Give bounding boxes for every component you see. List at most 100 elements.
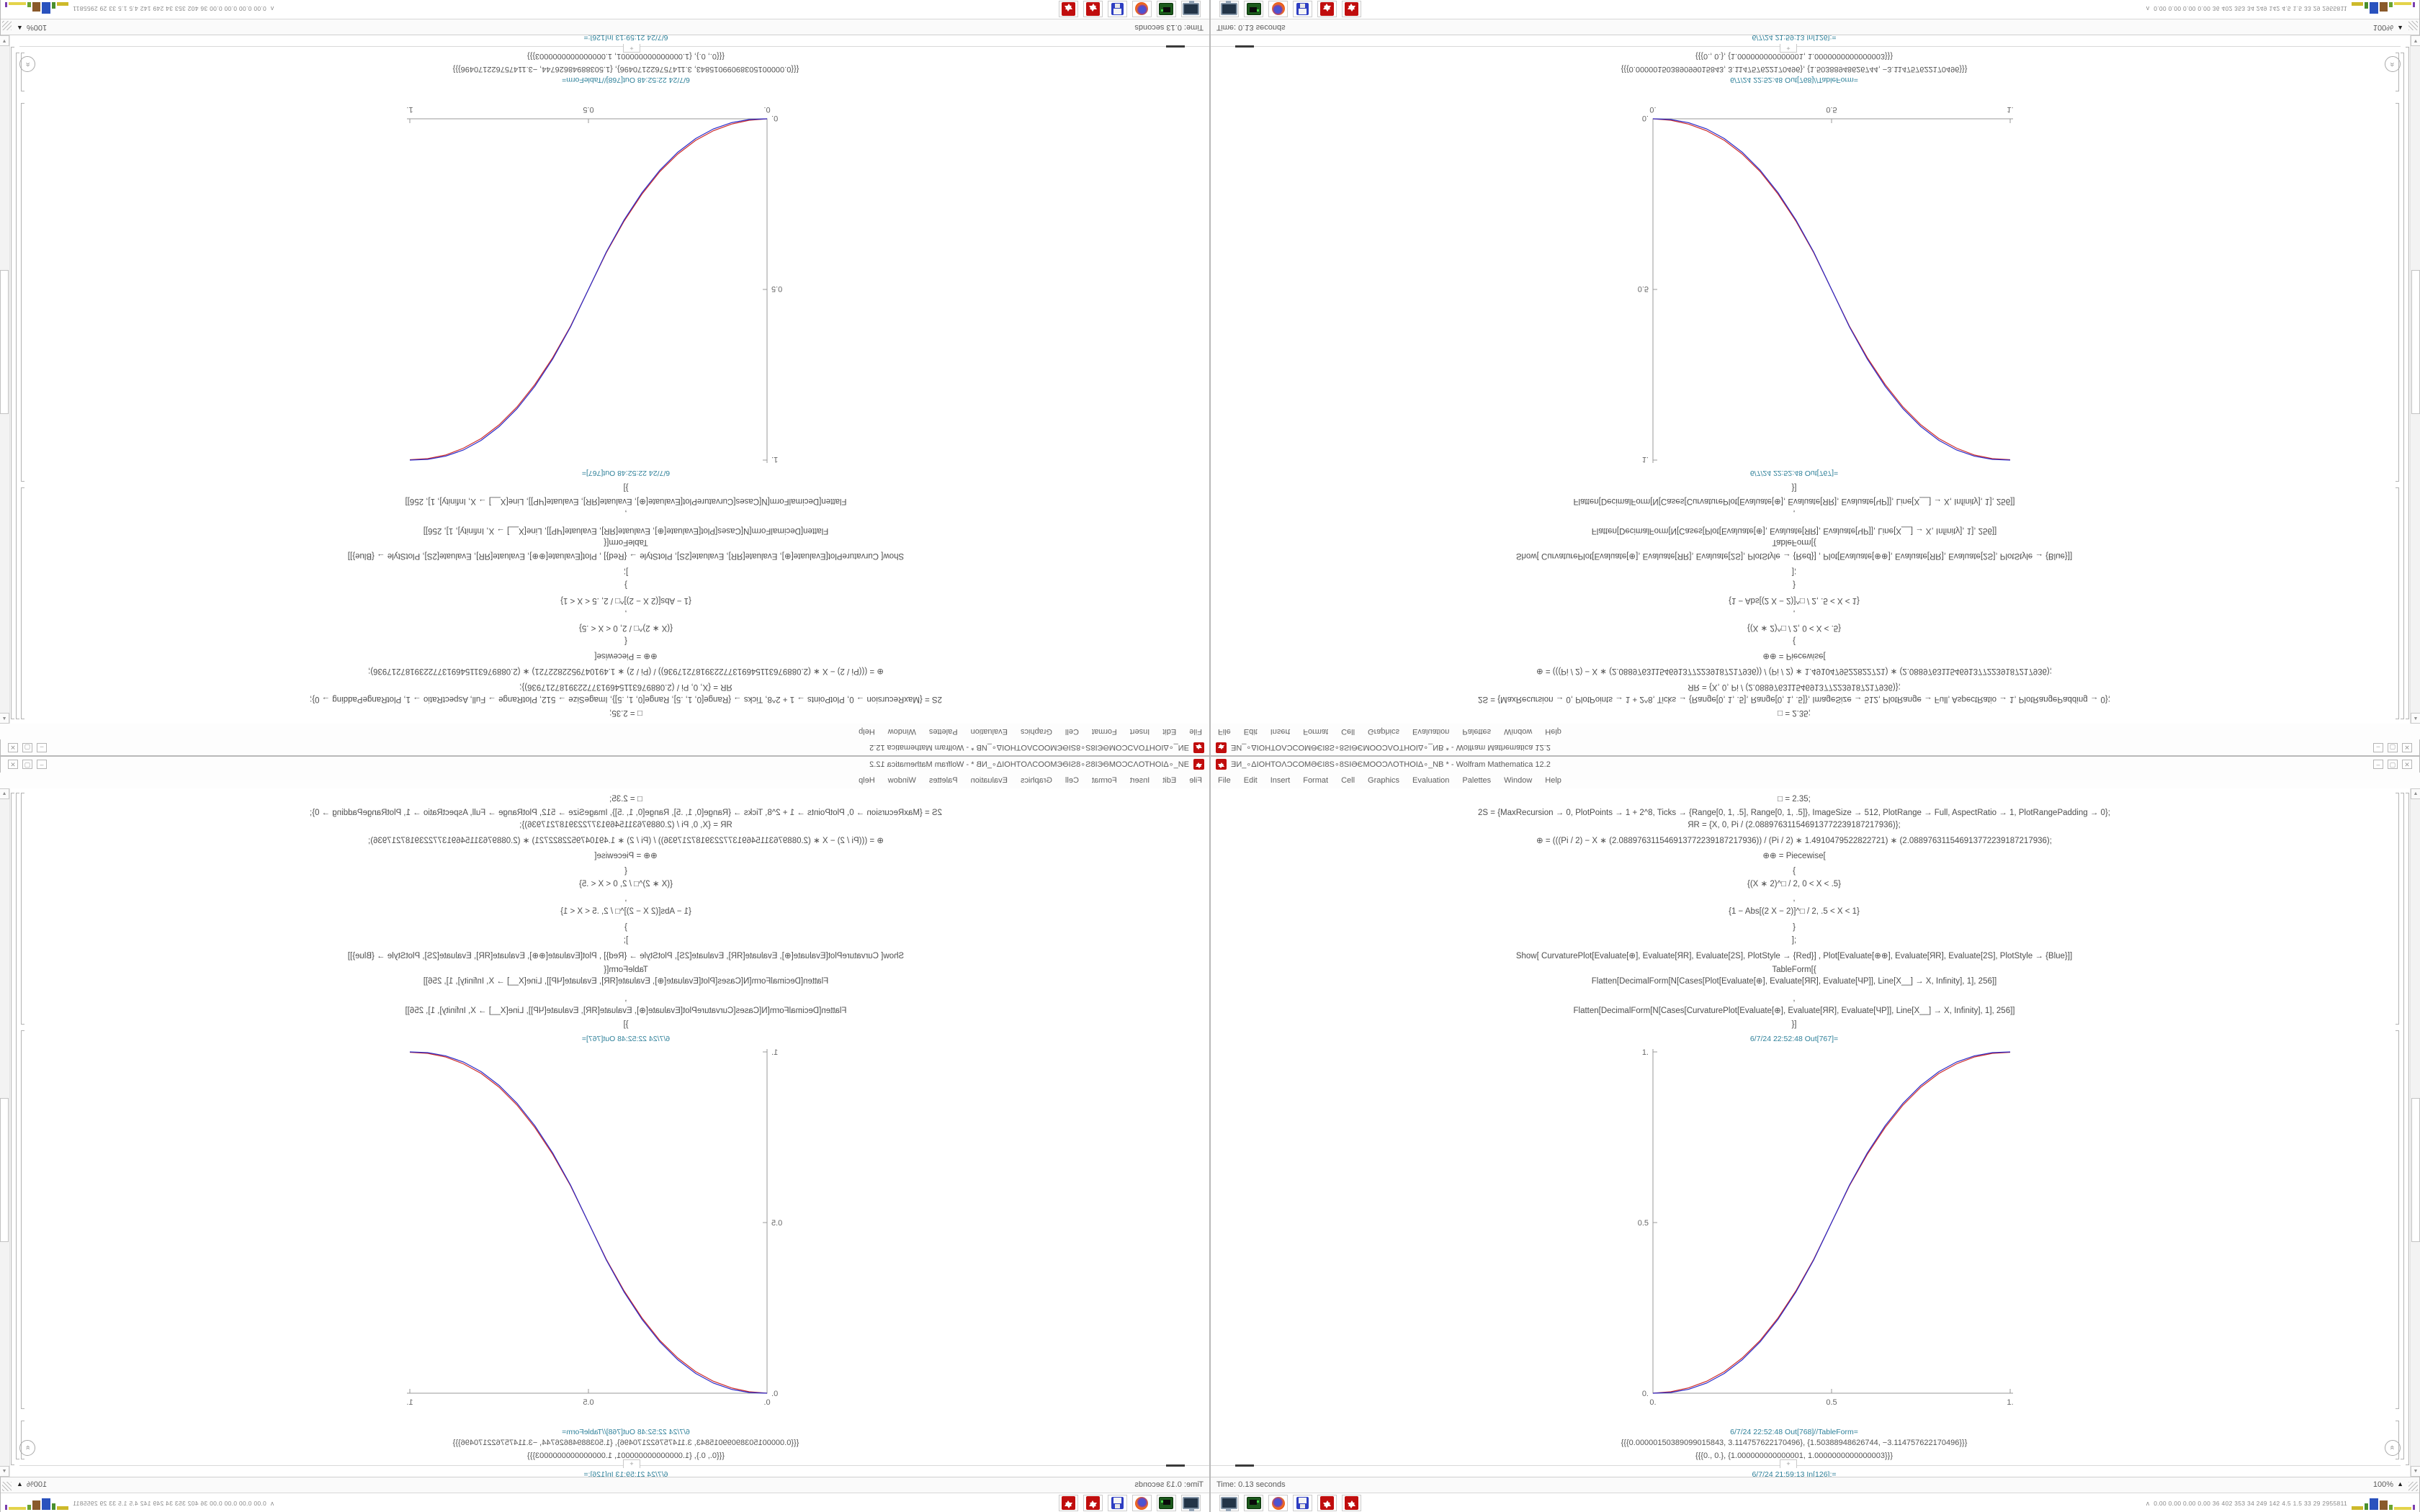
menu-evaluation[interactable]: Evaluation: [970, 727, 1008, 736]
code-line[interactable]: ];: [1791, 567, 1797, 576]
taskbar-browser-button[interactable]: [1268, 1, 1288, 17]
code-line[interactable]: ЯR = {X, 0, Pi / (2.08897631154691377223…: [519, 683, 732, 691]
code-line[interactable]: Show[ CurvaturePlot[Evaluate[⊕], Evaluat…: [347, 552, 905, 560]
menu-evaluation[interactable]: Evaluation: [1412, 776, 1450, 785]
close-button[interactable]: ✕: [8, 760, 18, 769]
cell-bracket-outer-group[interactable]: [2406, 793, 2409, 1465]
code-line[interactable]: ,: [624, 609, 627, 618]
zoom-dropdown-arrow-icon[interactable]: ▲: [17, 24, 23, 32]
code-line[interactable]: }: [1793, 923, 1796, 932]
code-line[interactable]: {: [1793, 636, 1796, 645]
maximize-button[interactable]: ▢: [2388, 760, 2398, 769]
code-line[interactable]: ,: [624, 994, 627, 1003]
code-line[interactable]: □ = 2.35;: [609, 795, 642, 804]
insert-cell-plus-icon[interactable]: +: [623, 1459, 640, 1468]
taskbar-display-app-button[interactable]: [1219, 1495, 1239, 1511]
code-line[interactable]: ⊕ = (((Pi / 2) − X ∗ (2.0889763115469137…: [1536, 837, 2052, 845]
taskbar-mathematica-button[interactable]: [1342, 1495, 1361, 1511]
code-line[interactable]: ⊕ = (((Pi / 2) − X ∗ (2.0889763115469137…: [1536, 667, 2052, 675]
code-line[interactable]: ЯR = {X, 0, Pi / (2.08897631154691377223…: [519, 821, 732, 829]
scroll-up-icon[interactable]: ▲: [0, 788, 9, 799]
taskbar-mathematica-button[interactable]: [1083, 1495, 1103, 1511]
cell-bracket-plot-output[interactable]: [21, 1030, 24, 1409]
code-line[interactable]: TableForm[{: [1772, 538, 1816, 546]
code-line[interactable]: □ = 2.35;: [1778, 708, 1811, 717]
code-line[interactable]: 2Ѕ = {MaxRecursion → 0, PlotPoints → 1 +…: [310, 695, 942, 703]
taskbar-save-app-button[interactable]: [1293, 1, 1312, 17]
code-line[interactable]: {1 − Abs[(2 X − 2)]^□ / 2, .5 < X < 1}: [1729, 907, 1860, 916]
cell-bracket-outer-group[interactable]: [11, 793, 14, 1465]
taskbar-browser-button[interactable]: [1132, 1, 1152, 17]
minimize-button[interactable]: –: [2373, 743, 2383, 752]
zoom-dropdown-arrow-icon[interactable]: ▲: [2397, 1480, 2403, 1488]
code-line[interactable]: {: [1793, 867, 1796, 876]
code-line[interactable]: ⊕⊕ = Piecewise[: [1762, 852, 1826, 860]
code-line[interactable]: ЯR = {X, 0, Pi / (2.08897631154691377223…: [1688, 683, 1901, 691]
tray-collapse-icon[interactable]: ᴧ: [270, 1500, 274, 1507]
scrollbar-thumb[interactable]: [2411, 1098, 2420, 1242]
notebook-area[interactable]: □ = 2.35; 2Ѕ = {MaxRecursion → 0, PlotPo…: [0, 33, 1209, 724]
menu-format[interactable]: Format: [1303, 776, 1329, 785]
code-line[interactable]: }: [1793, 580, 1796, 589]
taskbar-browser-button[interactable]: [1268, 1495, 1288, 1511]
taskbar-save-app-button[interactable]: [1293, 1495, 1312, 1511]
zoom-level[interactable]: 100%: [2372, 1480, 2393, 1489]
code-line[interactable]: ];: [623, 567, 629, 576]
menu-cell[interactable]: Cell: [1341, 727, 1355, 736]
menu-edit[interactable]: Edit: [1162, 727, 1177, 736]
menu-cell[interactable]: Cell: [1341, 776, 1355, 785]
notebook-area[interactable]: □ = 2.35; 2Ѕ = {MaxRecursion → 0, PlotPo…: [1211, 788, 2420, 1479]
code-line[interactable]: {(X ∗ 2)^□ / 2, 0 < X < .5}: [579, 880, 673, 888]
taskbar-mathematica-button[interactable]: [1059, 1, 1078, 17]
collapse-group-icon[interactable]: »: [19, 56, 35, 72]
tray-collapse-icon[interactable]: ᴧ: [2146, 1500, 2150, 1507]
code-line[interactable]: {(X ∗ 2)^□ / 2, 0 < X < .5}: [1747, 880, 1841, 888]
taskbar-display-app-button[interactable]: [1219, 1, 1239, 17]
menu-help[interactable]: Help: [859, 727, 875, 736]
code-line[interactable]: {1 − Abs[(2 X − 2)]^□ / 2, .5 < X < 1}: [560, 907, 691, 916]
code-line[interactable]: }]: [623, 1020, 629, 1029]
menu-graphics[interactable]: Graphics: [1368, 776, 1400, 785]
menu-format[interactable]: Format: [1303, 727, 1329, 736]
scroll-up-icon[interactable]: ▲: [2411, 788, 2420, 799]
menu-format[interactable]: Format: [1091, 727, 1117, 736]
menu-cell[interactable]: Cell: [1065, 727, 1079, 736]
scroll-up-icon[interactable]: ▲: [0, 713, 9, 724]
minimize-button[interactable]: –: [37, 743, 47, 752]
menu-palettes[interactable]: Palettes: [1462, 727, 1492, 736]
menu-palettes[interactable]: Palettes: [928, 776, 958, 785]
cell-bracket-group[interactable]: [16, 793, 19, 1459]
titlebar[interactable]: ƎИ_∘ΔIOHTOΛϽCOMƏЄI8Ѕ∘8ЅIƏЄMOOϽΛOTHOIΔ∘_N…: [1, 739, 1209, 755]
code-line[interactable]: ⊕⊕ = Piecewise[: [594, 852, 658, 860]
code-line[interactable]: ⊕ = (((Pi / 2) − X ∗ (2.0889763115469137…: [368, 667, 884, 675]
cell-bracket-input[interactable]: [21, 793, 24, 1025]
code-line[interactable]: Flatten[DecimalForm[N[Cases[Plot[Evaluat…: [1591, 526, 1997, 535]
code-line[interactable]: {(X ∗ 2)^□ / 2, 0 < X < .5}: [579, 624, 673, 632]
menu-palettes[interactable]: Palettes: [1462, 776, 1492, 785]
code-line[interactable]: ,: [1793, 509, 1796, 518]
close-button[interactable]: ✕: [2402, 743, 2412, 752]
code-line[interactable]: }: [624, 580, 627, 589]
menu-graphics[interactable]: Graphics: [1020, 776, 1052, 785]
code-line[interactable]: {1 − Abs[(2 X − 2)]^□ / 2, .5 < X < 1}: [1729, 596, 1860, 605]
scrollbar-thumb[interactable]: [0, 270, 9, 414]
taskbar-browser-button[interactable]: [1132, 1495, 1152, 1511]
menu-cell[interactable]: Cell: [1065, 776, 1079, 785]
cell-insertion-line[interactable]: [19, 1465, 1209, 1466]
menu-window[interactable]: Window: [1504, 727, 1533, 736]
close-button[interactable]: ✕: [8, 743, 18, 752]
zoom-level[interactable]: 100%: [27, 23, 48, 32]
menu-insert[interactable]: Insert: [1270, 776, 1291, 785]
code-line[interactable]: }]: [1791, 1020, 1797, 1029]
menu-file[interactable]: File: [1218, 727, 1231, 736]
cell-bracket-input[interactable]: [2396, 487, 2399, 719]
code-line[interactable]: Show[ CurvaturePlot[Evaluate[⊕], Evaluat…: [347, 952, 905, 960]
menu-edit[interactable]: Edit: [1243, 727, 1258, 736]
scrollbar-thumb[interactable]: [2411, 270, 2420, 414]
notebook-area[interactable]: □ = 2.35; 2Ѕ = {MaxRecursion → 0, PlotPo…: [1211, 33, 2420, 724]
scroll-down-icon[interactable]: ▼: [0, 1466, 9, 1477]
code-line[interactable]: ⊕⊕ = Piecewise[: [1762, 652, 1826, 660]
code-line[interactable]: Flatten[DecimalForm[N[Cases[CurvaturePlo…: [405, 1007, 847, 1015]
scroll-up-icon[interactable]: ▲: [2411, 713, 2420, 724]
taskbar-mathematica-button[interactable]: [1083, 1, 1103, 17]
